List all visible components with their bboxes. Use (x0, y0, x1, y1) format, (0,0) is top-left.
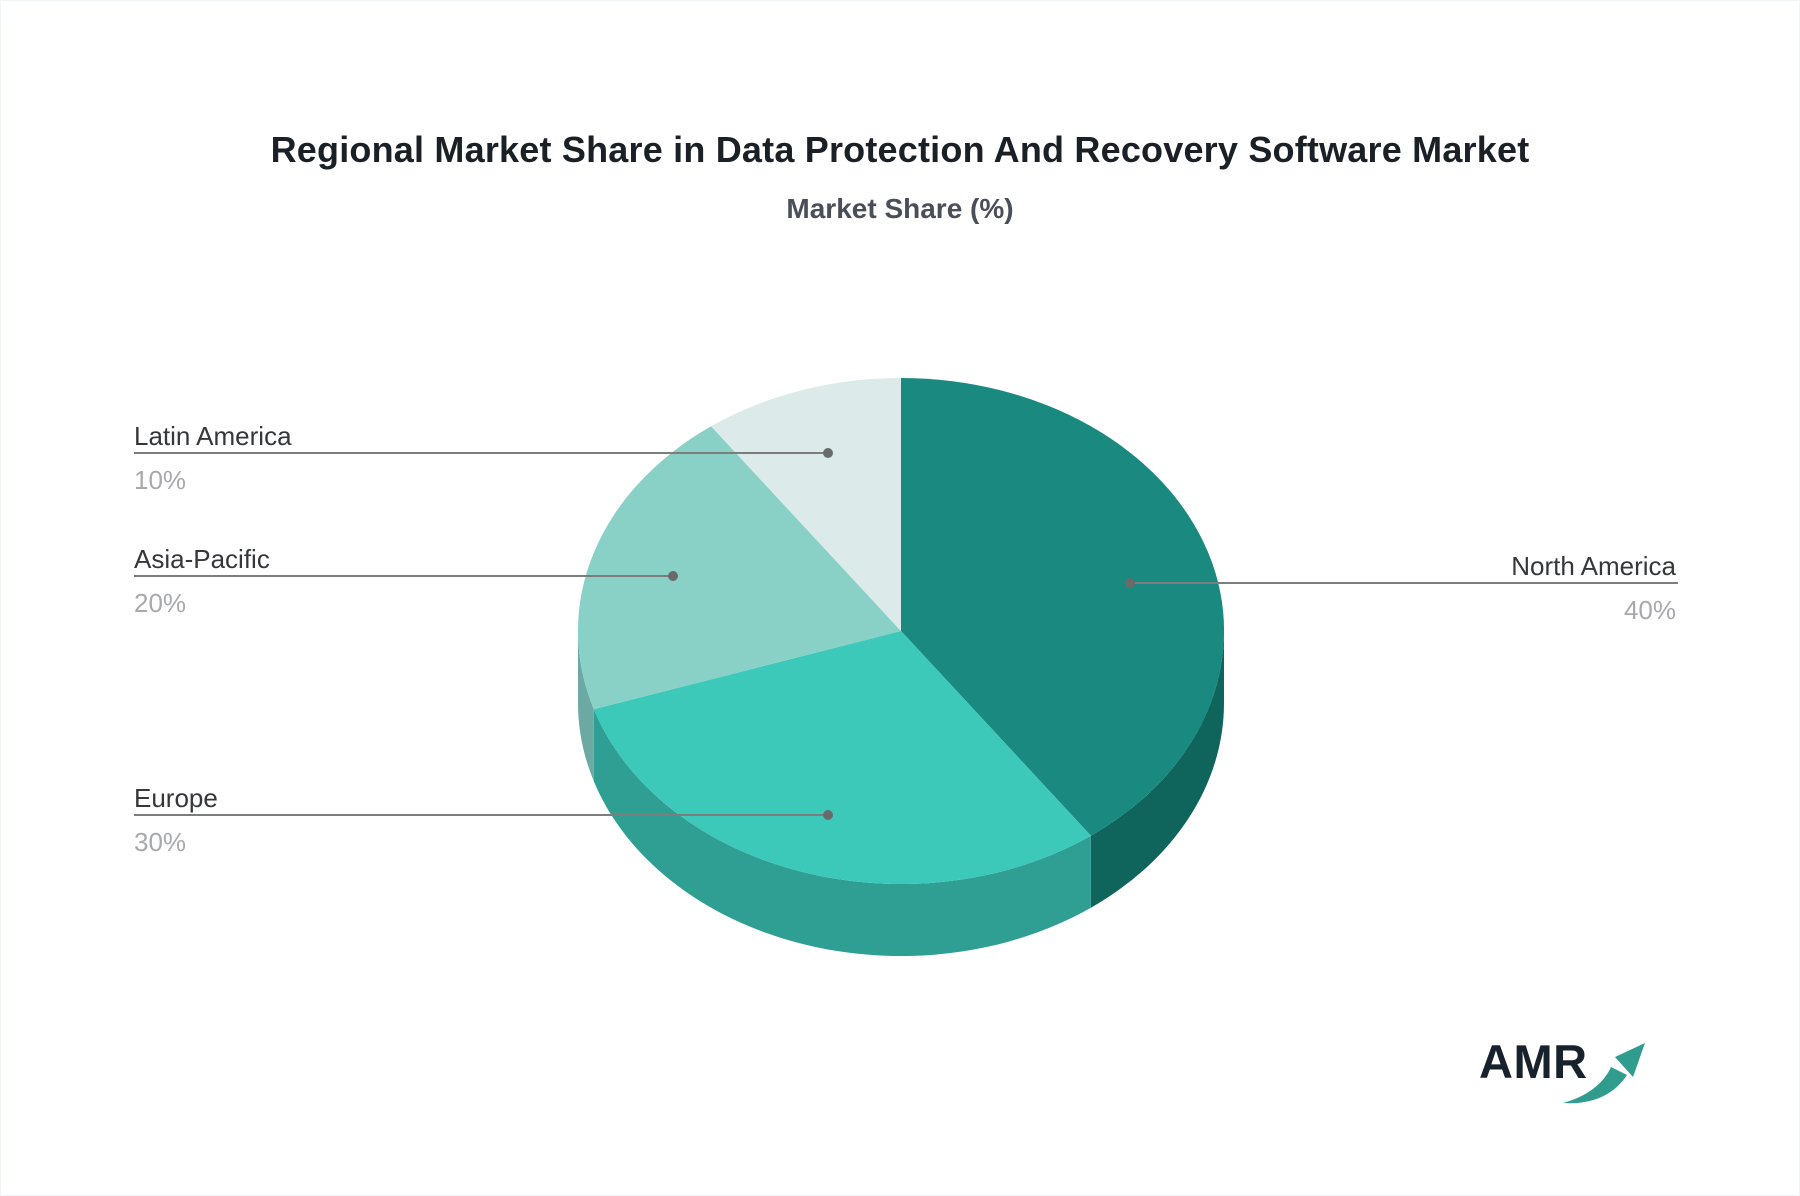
amr-logo: AMR (1479, 1037, 1659, 1117)
pie-slice-north-america[interactable] (901, 378, 1225, 836)
callout-asia-pacific: Asia-Pacific 20% (134, 544, 270, 618)
logo-arrow-icon (1563, 1043, 1645, 1104)
callout-value: 40% (1623, 595, 1676, 625)
pie-slice-side-asia-pacific (578, 631, 594, 782)
leader-dot (823, 448, 833, 458)
logo-text: AMR (1479, 1035, 1588, 1088)
pie-slice-asia-pacific[interactable] (577, 426, 901, 710)
callout-label: Europe (134, 783, 218, 813)
callout-value: 30% (134, 827, 187, 857)
callout-value: 10% (134, 465, 187, 495)
pie-slice-europe[interactable] (593, 631, 1091, 885)
pie-slice-side-europe (593, 709, 1091, 957)
leader-dot (668, 571, 678, 581)
callout-label: North America (1511, 551, 1676, 581)
pie-slice-side-north-america (1090, 631, 1224, 908)
chart-subtitle: Market Share (%) (786, 193, 1014, 224)
callout-label: Asia-Pacific (134, 544, 270, 574)
leader-dot (1125, 578, 1135, 588)
callout-latin-america: Latin America 10% (134, 421, 292, 495)
leader-dot (823, 810, 833, 820)
chart-title: Regional Market Share in Data Protection… (270, 129, 1530, 170)
callout-label: Latin America (134, 421, 292, 451)
callout-europe: Europe 30% (134, 783, 218, 857)
callout-value: 20% (134, 588, 187, 618)
pie-slice-latin-america[interactable] (711, 378, 901, 631)
callout-north-america: North America 40% (1511, 551, 1676, 625)
